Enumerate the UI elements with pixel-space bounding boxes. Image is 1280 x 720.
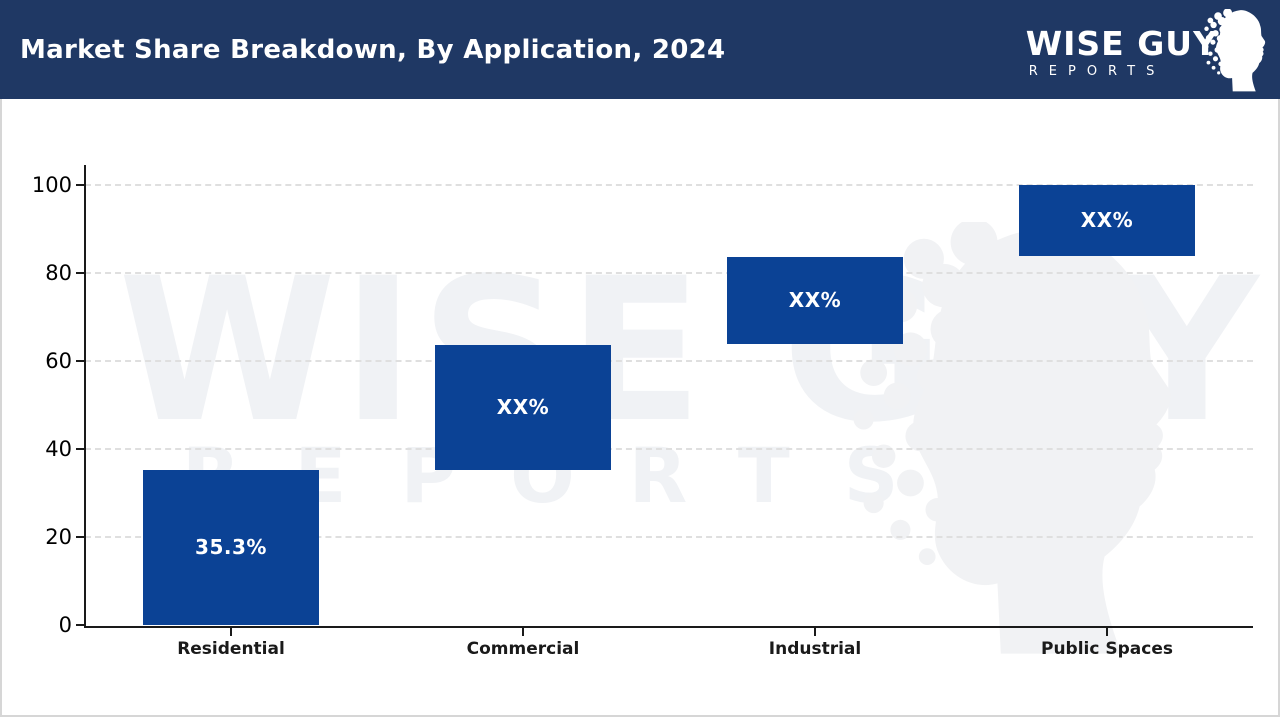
bar-residential: 35.3%	[143, 469, 319, 625]
x-axis-spine	[84, 626, 1253, 628]
bar-value-label: XX%	[1080, 208, 1134, 233]
y-tick-label: 80	[45, 261, 72, 285]
category-label: Industrial	[768, 639, 862, 659]
logo-dotted-face-icon	[1202, 9, 1266, 92]
category-label: Residential	[177, 639, 285, 659]
category-label: Commercial	[466, 639, 580, 659]
bar-value-label: XX%	[788, 288, 842, 313]
y-tick-mark	[76, 184, 84, 186]
gridline-20	[85, 536, 1253, 538]
category-label: Public Spaces	[1041, 639, 1173, 659]
y-tick-mark	[76, 272, 84, 274]
bar-commercial: XX%	[435, 344, 611, 470]
header: Market Share Breakdown, By Application, …	[0, 0, 1280, 99]
bar-value-label: 35.3%	[195, 535, 267, 560]
bar-value-label: XX%	[496, 395, 550, 420]
logo-wordmark: WISE GUY	[1025, 23, 1218, 63]
gridline-60	[85, 360, 1253, 362]
y-tick-label: 0	[58, 613, 72, 637]
x-tick-mark	[814, 628, 816, 636]
y-tick-label: 40	[45, 437, 72, 461]
y-tick-mark	[76, 624, 84, 626]
y-tick-label: 100	[31, 173, 72, 197]
bar-public-spaces: XX%	[1019, 185, 1195, 256]
logo-subtext: REPORTS	[1028, 64, 1166, 80]
bar-industrial: XX%	[727, 256, 903, 344]
y-tick-mark	[76, 360, 84, 362]
y-tick-mark	[76, 536, 84, 538]
y-tick-label: 20	[45, 525, 72, 549]
y-axis-spine	[84, 165, 86, 628]
wise-guy-logo: WISE GUY REPORTS	[1026, 8, 1266, 92]
x-tick-mark	[230, 628, 232, 636]
y-tick-mark	[76, 448, 84, 450]
x-tick-mark	[522, 628, 524, 636]
x-tick-mark	[1106, 628, 1108, 636]
logo-text: WISE GUY REPORTS	[1025, 23, 1218, 80]
gridline-100	[85, 184, 1253, 186]
chart-title: Market Share Breakdown, By Application, …	[20, 34, 726, 65]
gridline-80	[85, 272, 1253, 274]
y-tick-label: 60	[45, 349, 72, 373]
gridline-40	[85, 448, 1253, 450]
